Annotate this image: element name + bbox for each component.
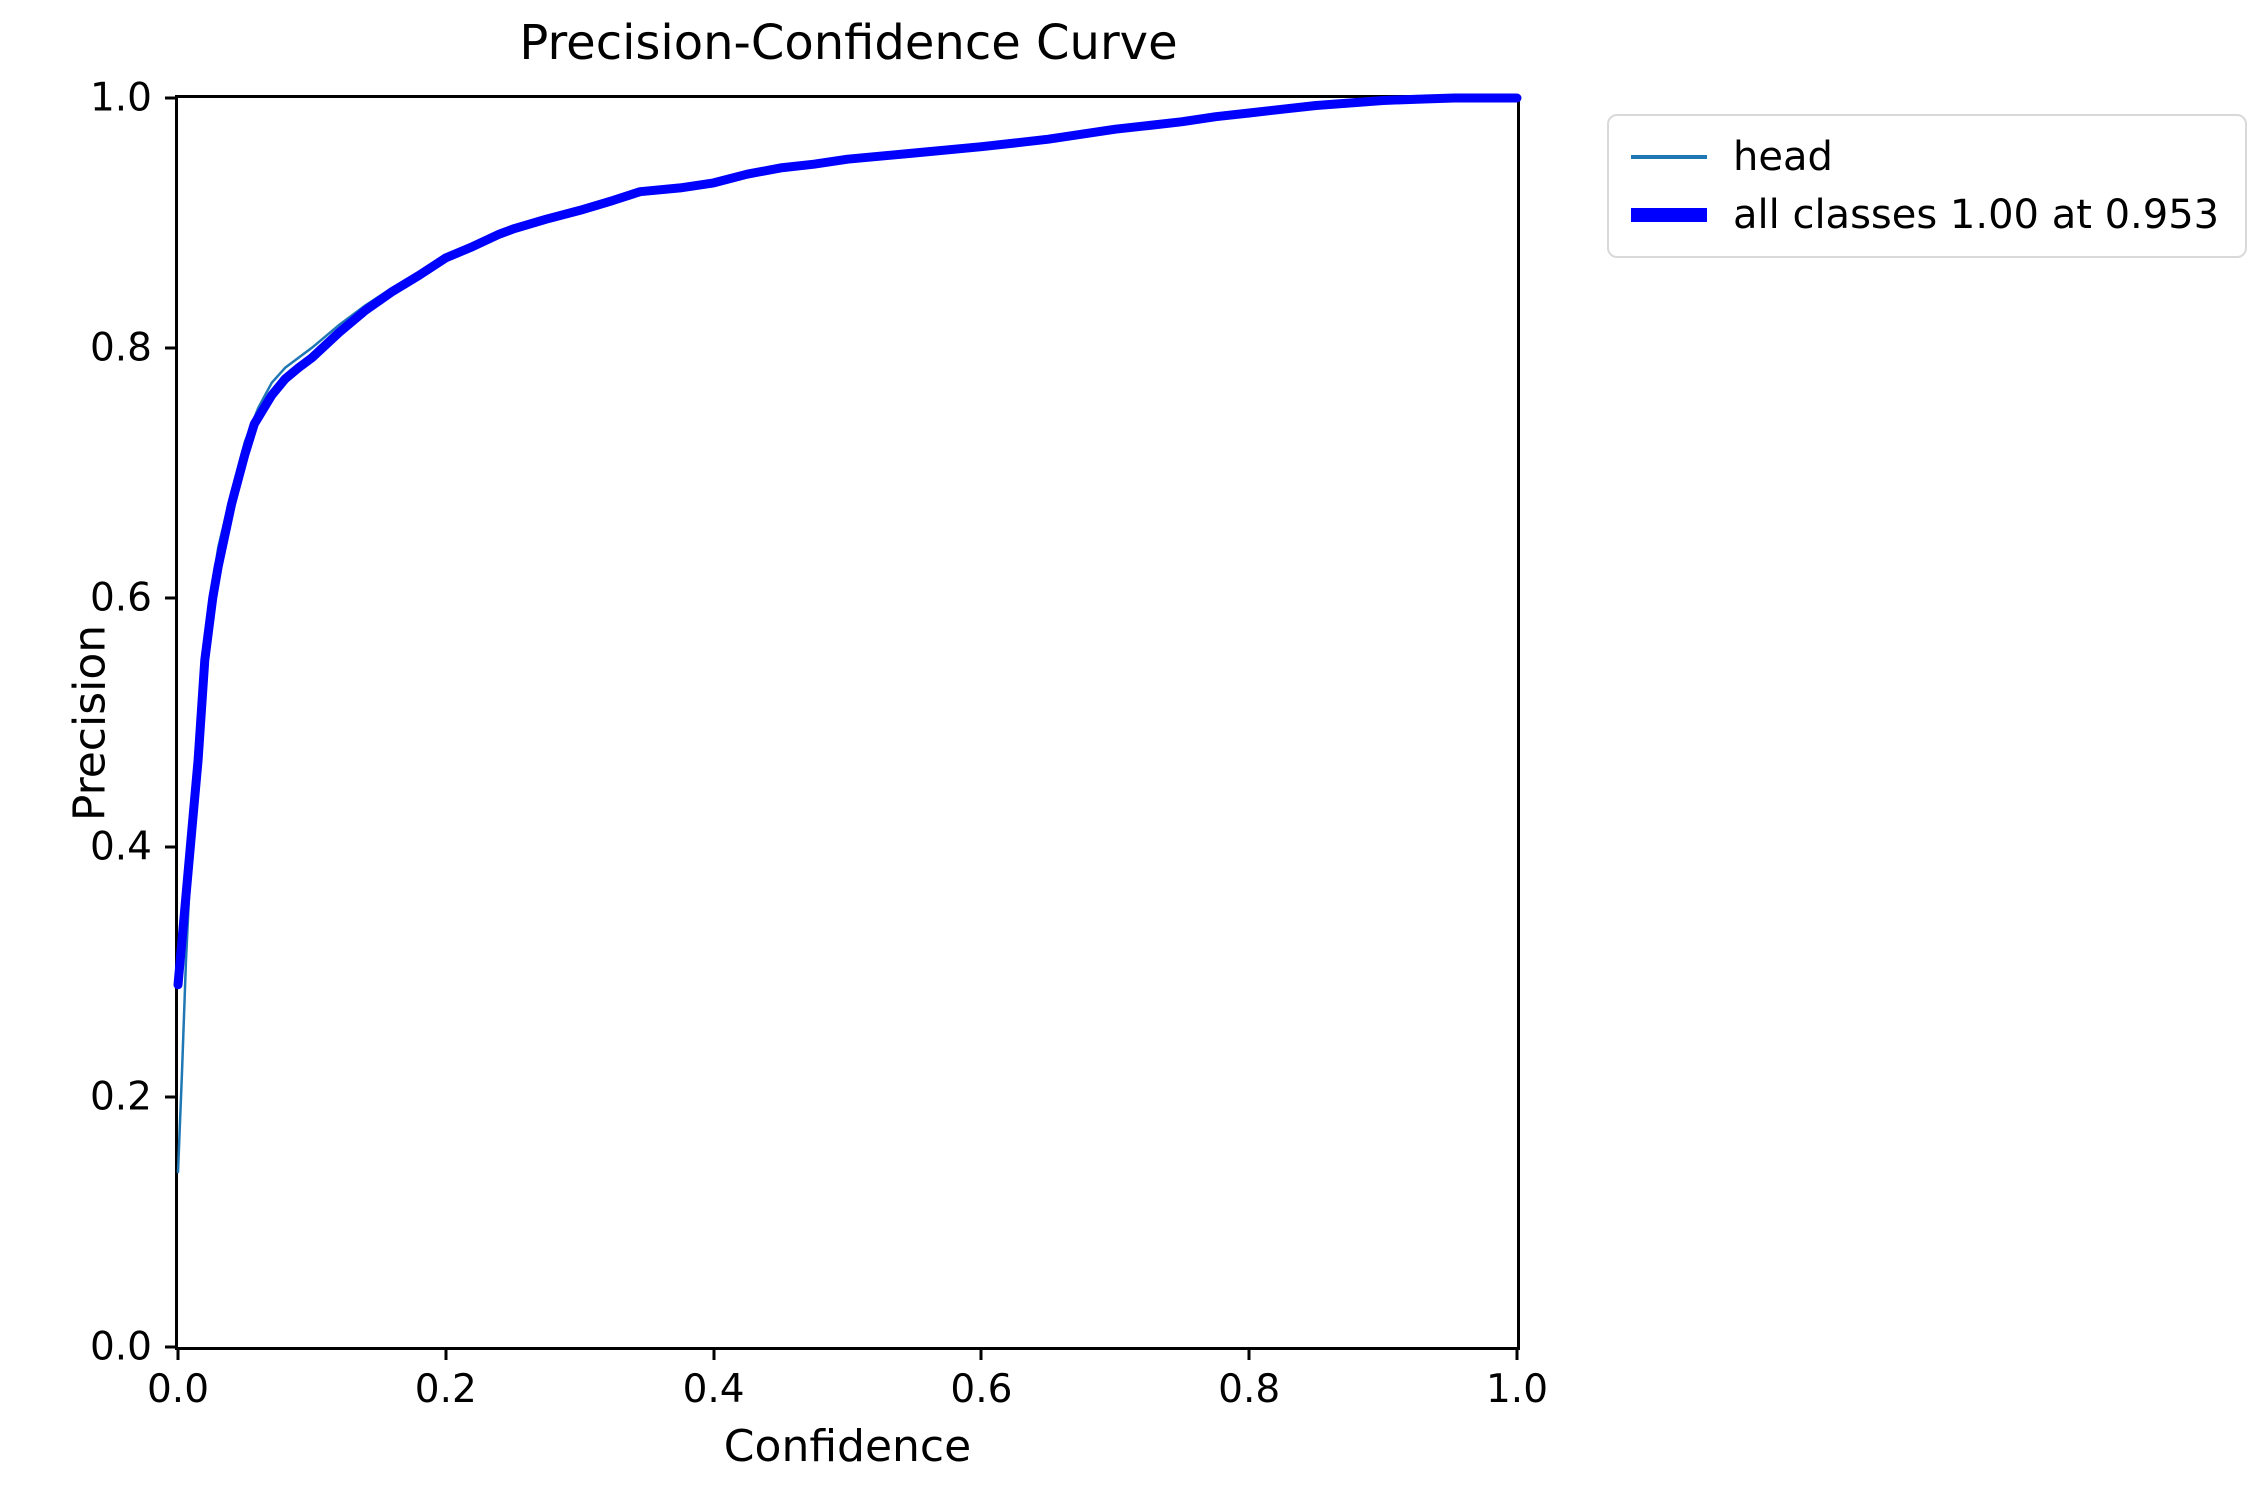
y-tick-mark [165, 346, 178, 350]
y-tick-label: 0.4 [89, 824, 152, 870]
x-tick-mark [979, 1347, 983, 1360]
legend-item: head [1631, 134, 2219, 180]
curves-svg [173, 93, 1522, 1174]
x-tick-label: 0.6 [950, 1367, 1013, 1412]
y-tick-mark [165, 845, 178, 849]
x-tick-mark [176, 1347, 180, 1360]
x-tick-mark [1247, 1347, 1251, 1360]
legend-label: all classes 1.00 at 0.953 [1733, 192, 2220, 238]
legend-line-swatch [1631, 155, 1707, 159]
x-tick-label: 0.2 [414, 1367, 477, 1412]
y-tick-label: 0.0 [89, 1324, 152, 1370]
legend-item: all classes 1.00 at 0.953 [1631, 192, 2219, 238]
x-tick-label: 0.8 [1218, 1367, 1281, 1412]
x-axis-label: Confidence [723, 1421, 972, 1472]
x-tick-label: 0.4 [682, 1367, 745, 1412]
y-axis-label: Precision [64, 624, 116, 821]
y-tick-label: 0.6 [89, 575, 152, 621]
x-tick-mark [444, 1347, 448, 1360]
series-line-head [176, 96, 1519, 1174]
y-tick-mark [165, 596, 178, 600]
x-tick-mark [1515, 1347, 1519, 1360]
y-tick-mark [165, 1345, 178, 1349]
legend-line-swatch [1631, 208, 1707, 222]
plot-area: Confidence Precision 0.0 0.2 0.4 0.6 0.8 1.0 0… [65, 76, 1549, 1473]
y-tick-label: 0.2 [89, 1074, 152, 1120]
y-tick-mark [165, 96, 178, 100]
y-tick-mark [165, 1095, 178, 1099]
x-tick-label: 1.0 [1485, 1367, 1549, 1412]
chart-title: Precision-Confidence Curve [519, 15, 1178, 71]
legend-label: head [1733, 134, 1833, 180]
series-line-all-classes [173, 93, 1522, 990]
x-tick-mark [712, 1347, 716, 1360]
y-tick-label: 1.0 [89, 75, 152, 121]
legend: head all classes 1.00 at 0.953 [1607, 114, 2248, 258]
x-tick-label: 0.0 [146, 1367, 210, 1412]
y-tick-label: 0.8 [89, 325, 152, 371]
